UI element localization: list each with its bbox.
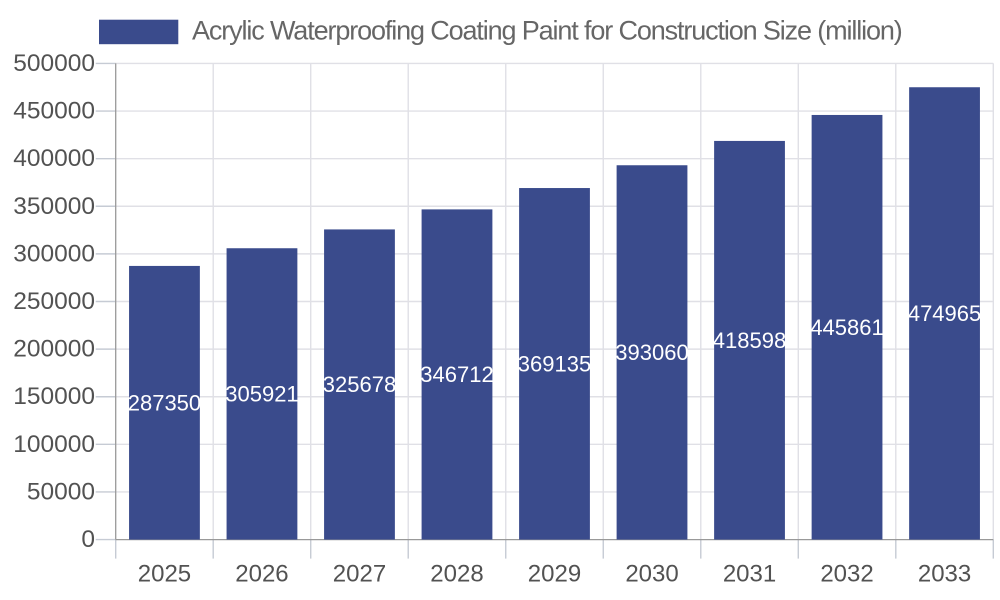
svg-text:346712: 346712 [420, 362, 493, 387]
svg-text:200000: 200000 [13, 336, 95, 363]
svg-text:2027: 2027 [333, 561, 386, 588]
svg-text:445861: 445861 [810, 315, 883, 340]
svg-text:305921: 305921 [225, 381, 298, 406]
svg-text:2026: 2026 [235, 561, 288, 588]
svg-text:400000: 400000 [13, 145, 95, 172]
svg-text:2028: 2028 [430, 561, 483, 588]
svg-text:2029: 2029 [528, 561, 581, 588]
svg-text:369135: 369135 [518, 351, 591, 376]
svg-text:0: 0 [81, 526, 95, 553]
svg-text:Acrylic Waterproofing Coating: Acrylic Waterproofing Coating Paint for … [192, 15, 902, 45]
svg-text:474965: 474965 [908, 301, 981, 326]
svg-text:50000: 50000 [27, 478, 95, 505]
svg-text:350000: 350000 [13, 193, 95, 220]
svg-text:150000: 150000 [13, 383, 95, 410]
svg-text:418598: 418598 [713, 328, 786, 353]
svg-text:393060: 393060 [615, 340, 688, 365]
svg-text:100000: 100000 [13, 431, 95, 458]
svg-text:2032: 2032 [820, 561, 873, 588]
svg-text:325678: 325678 [323, 372, 396, 397]
svg-text:2025: 2025 [138, 561, 191, 588]
svg-text:300000: 300000 [13, 240, 95, 267]
svg-text:450000: 450000 [13, 98, 95, 125]
svg-text:287350: 287350 [128, 390, 201, 415]
svg-text:500000: 500000 [13, 50, 95, 77]
svg-text:2031: 2031 [723, 561, 776, 588]
svg-text:2033: 2033 [918, 561, 971, 588]
svg-text:2030: 2030 [625, 561, 678, 588]
svg-text:250000: 250000 [13, 288, 95, 315]
